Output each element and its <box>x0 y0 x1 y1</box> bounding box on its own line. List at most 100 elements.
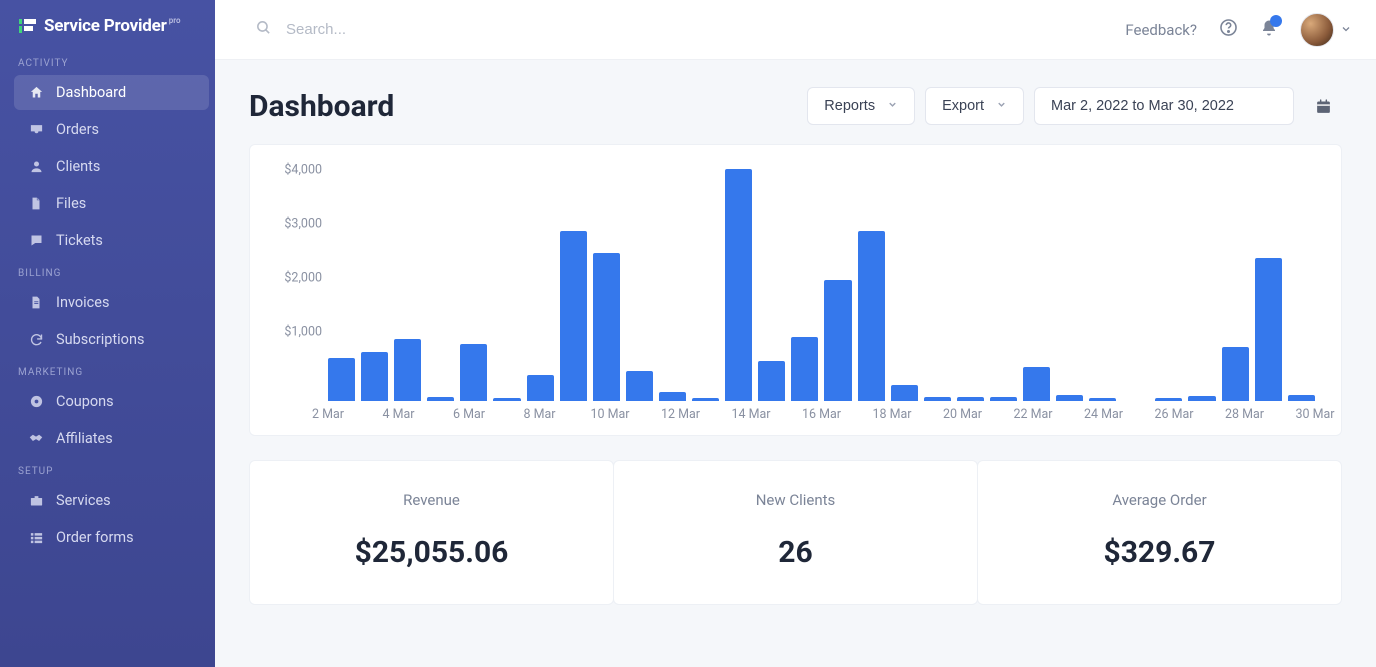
sidebar-item-clients[interactable]: Clients <box>14 149 209 184</box>
user-menu[interactable] <box>1300 13 1352 47</box>
nav-section-label: MARKETING <box>0 359 215 384</box>
chart-bar[interactable] <box>758 361 785 401</box>
chart-bar[interactable] <box>460 344 487 401</box>
chart-bar[interactable] <box>891 385 918 401</box>
list-icon <box>28 530 44 546</box>
doc-icon <box>28 295 44 311</box>
x-axis-label: 18 Mar <box>872 407 911 422</box>
x-axis-label: 14 Mar <box>731 407 770 422</box>
chart-bar[interactable] <box>1288 395 1315 401</box>
file-icon <box>28 196 44 212</box>
date-range-input[interactable] <box>1034 87 1294 125</box>
chart-bar[interactable] <box>725 169 752 401</box>
sidebar-item-label: Dashboard <box>56 84 126 101</box>
chevron-down-icon <box>996 98 1007 114</box>
nav-section-label: SETUP <box>0 458 215 483</box>
sidebar-item-label: Invoices <box>56 294 109 311</box>
help-icon[interactable] <box>1219 18 1238 41</box>
calendar-button[interactable] <box>1304 86 1342 126</box>
chart-bar[interactable] <box>1089 398 1116 401</box>
chevron-down-icon <box>1340 20 1352 39</box>
nav-section-label: BILLING <box>0 260 215 285</box>
brand-logo[interactable]: Service Provider pro <box>0 0 215 50</box>
chat-icon <box>28 233 44 249</box>
page-title: Dashboard <box>249 89 394 124</box>
refresh-icon <box>28 332 44 348</box>
chart-bar[interactable] <box>593 253 620 401</box>
chart-bar[interactable] <box>527 375 554 401</box>
chart-bar[interactable] <box>924 397 951 401</box>
sidebar-item-label: Orders <box>56 121 99 138</box>
chart-bar[interactable] <box>990 397 1017 401</box>
y-axis-tick: $2,000 <box>284 271 322 286</box>
stat-label: Revenue <box>270 491 593 509</box>
x-axis-label: 20 Mar <box>943 407 982 422</box>
chart-bar[interactable] <box>957 397 984 401</box>
chart-bar[interactable] <box>493 398 520 401</box>
sidebar-item-subscriptions[interactable]: Subscriptions <box>14 322 209 357</box>
chart-bar[interactable] <box>560 231 587 401</box>
chart-bar[interactable] <box>1155 398 1182 401</box>
chart-bar[interactable] <box>1056 395 1083 401</box>
export-label: Export <box>942 98 984 114</box>
sidebar-item-dashboard[interactable]: Dashboard <box>14 75 209 110</box>
sidebar-item-services[interactable]: Services <box>14 483 209 518</box>
chart-bar[interactable] <box>427 397 454 401</box>
sidebar-item-invoices[interactable]: Invoices <box>14 285 209 320</box>
topbar: Feedback? <box>215 0 1376 60</box>
chart-bar[interactable] <box>1188 396 1215 401</box>
chart-bar[interactable] <box>659 392 686 401</box>
feedback-link[interactable]: Feedback? <box>1125 21 1197 39</box>
tag-icon <box>28 394 44 410</box>
x-axis-label: 26 Mar <box>1154 407 1193 422</box>
chart-bar[interactable] <box>824 280 851 401</box>
chart-bar[interactable] <box>1023 367 1050 401</box>
sidebar-item-label: Files <box>56 195 86 212</box>
sidebar-item-label: Coupons <box>56 393 114 410</box>
y-axis-tick: $3,000 <box>284 217 322 232</box>
chart-bar[interactable] <box>328 358 355 401</box>
chart-bar[interactable] <box>394 339 421 401</box>
export-dropdown[interactable]: Export <box>925 87 1024 125</box>
notification-dot <box>1270 15 1282 27</box>
chart-bar[interactable] <box>1222 347 1249 401</box>
avatar <box>1300 13 1334 47</box>
x-axis-label: 28 Mar <box>1225 407 1264 422</box>
sidebar-item-coupons[interactable]: Coupons <box>14 384 209 419</box>
x-axis-label: 8 Mar <box>523 407 555 422</box>
x-axis-label: 2 Mar <box>312 407 344 422</box>
y-axis-tick: $4,000 <box>284 163 322 178</box>
chart-bar[interactable] <box>791 337 818 401</box>
sidebar-item-tickets[interactable]: Tickets <box>14 223 209 258</box>
chart-bar[interactable] <box>1255 258 1282 401</box>
chart-bar[interactable] <box>858 231 885 401</box>
chevron-down-icon <box>887 98 898 114</box>
sidebar-item-label: Tickets <box>56 232 103 249</box>
handshake-icon <box>28 431 44 447</box>
sidebar-item-label: Subscriptions <box>56 331 144 348</box>
stat-value: 26 <box>634 535 957 570</box>
x-axis-label: 10 Mar <box>590 407 629 422</box>
revenue-bar-chart: $1,000$2,000$3,000$4,000 2 Mar4 Mar6 Mar… <box>276 169 1315 429</box>
sidebar-item-label: Clients <box>56 158 100 175</box>
sidebar-item-label: Affiliates <box>56 430 113 447</box>
sidebar-item-files[interactable]: Files <box>14 186 209 221</box>
logo-mark-icon <box>18 16 38 36</box>
reports-dropdown[interactable]: Reports <box>807 87 915 125</box>
x-axis-label: 12 Mar <box>661 407 700 422</box>
notifications-icon[interactable] <box>1260 19 1278 41</box>
stat-label: Average Order <box>998 491 1321 509</box>
y-axis-tick: $1,000 <box>284 325 322 340</box>
search-input[interactable] <box>286 21 586 38</box>
sidebar-item-affiliates[interactable]: Affiliates <box>14 421 209 456</box>
chart-bar[interactable] <box>361 352 388 401</box>
sidebar-item-order-forms[interactable]: Order forms <box>14 520 209 555</box>
sidebar-item-orders[interactable]: Orders <box>14 112 209 147</box>
sidebar-item-label: Services <box>56 492 111 509</box>
sidebar-item-label: Order forms <box>56 529 134 546</box>
search-icon <box>255 19 272 40</box>
chart-bar[interactable] <box>626 371 653 401</box>
x-axis-label: 16 Mar <box>802 407 841 422</box>
user-icon <box>28 159 44 175</box>
chart-bar[interactable] <box>692 398 719 401</box>
